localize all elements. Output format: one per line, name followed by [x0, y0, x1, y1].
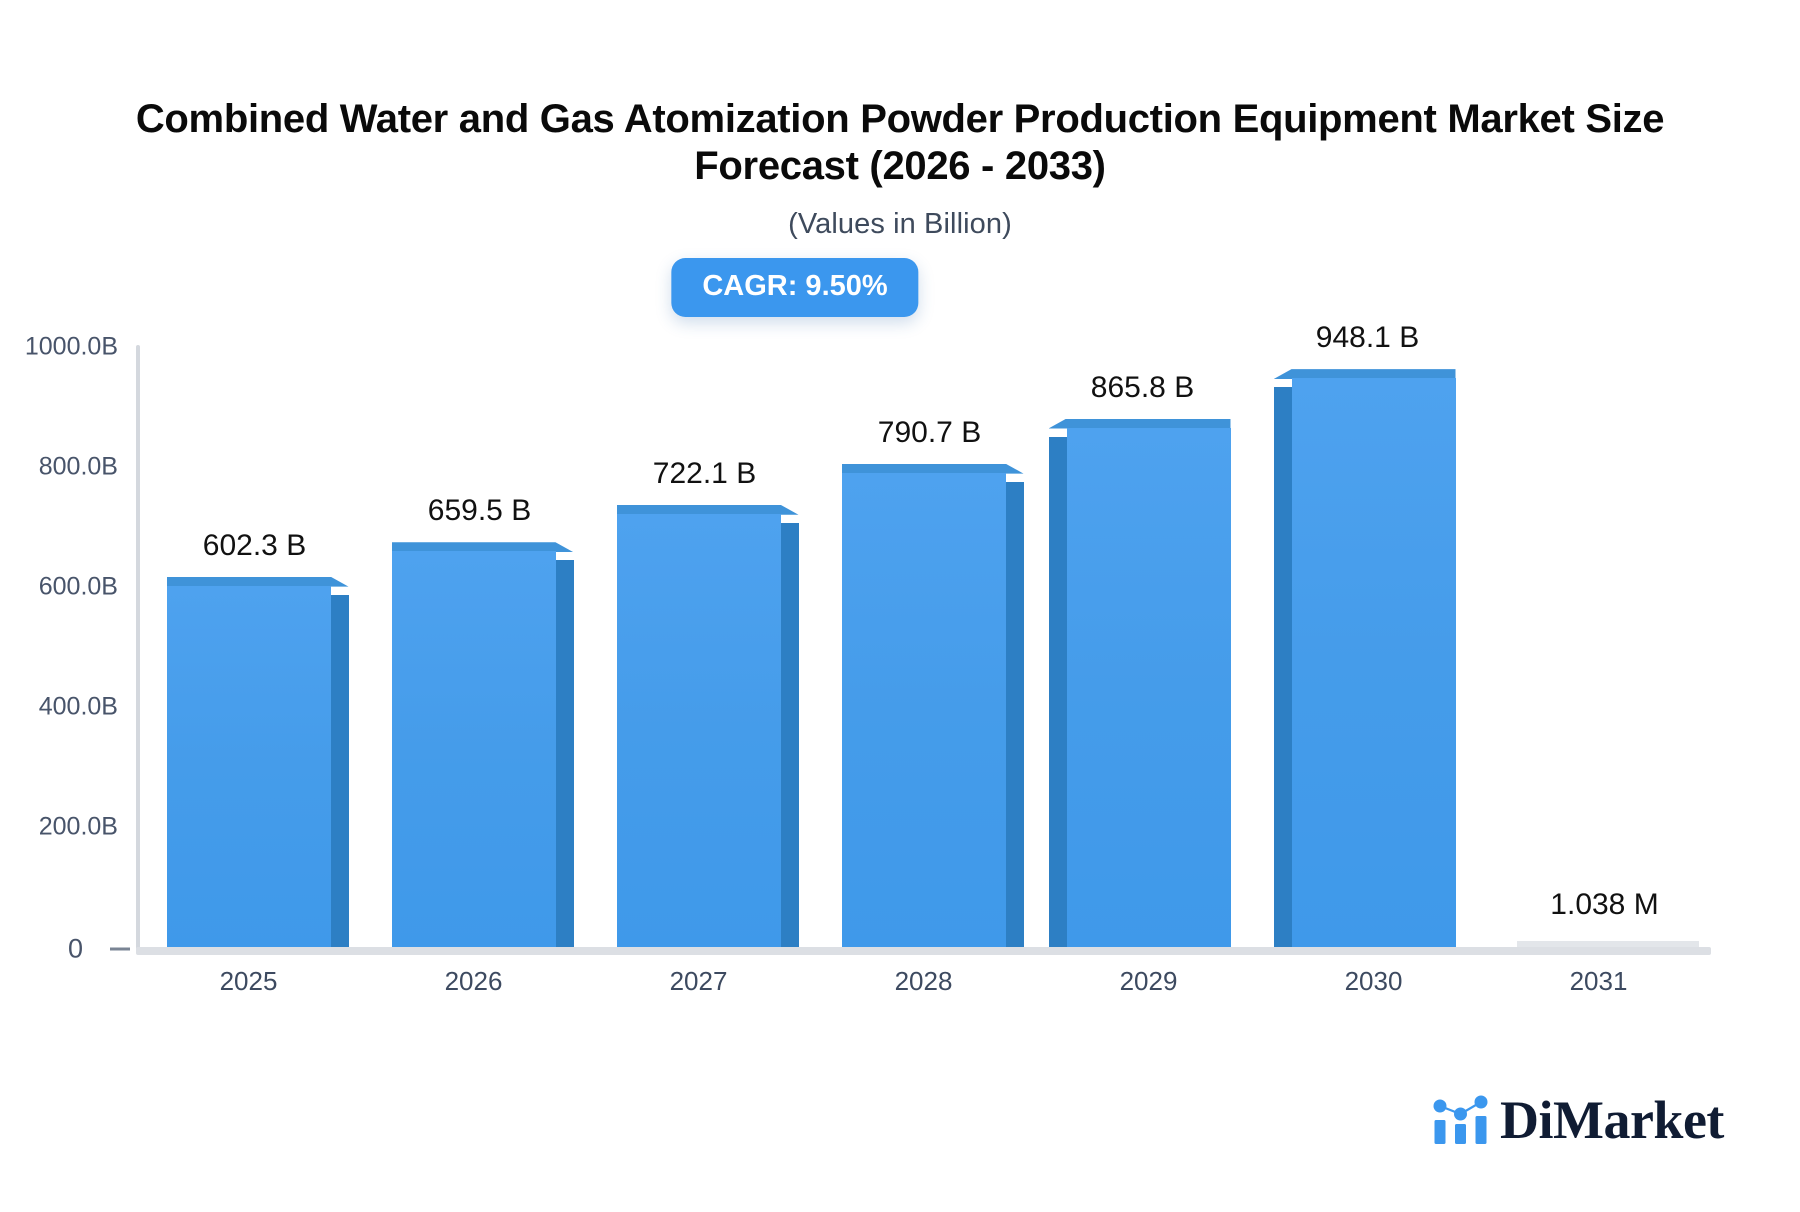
bar[interactable]: [1273, 369, 1456, 947]
bar-top-face: [392, 542, 574, 552]
bar-top-face: [167, 577, 349, 587]
bar-top-face: [842, 464, 1024, 474]
bar-top-face: [1048, 418, 1231, 429]
bar-top-face: [1273, 369, 1456, 380]
bar-value-label: 790.7 B: [877, 415, 982, 449]
y-axis-line: [136, 345, 140, 950]
y-axis-tick-label: 800.0B: [38, 452, 118, 481]
bar-front-face: [166, 585, 331, 947]
bar-side-face: [330, 594, 349, 947]
y-axis-tick-label: 600.0B: [38, 572, 118, 601]
y-axis-tick-label: 200.0B: [38, 812, 118, 841]
x-axis-tick-label: 2027: [669, 966, 728, 996]
bar[interactable]: [1516, 941, 1699, 947]
bar-value-label: 948.1 B: [1315, 321, 1420, 355]
bar[interactable]: [841, 472, 1024, 947]
x-axis-tick-label: 2029: [1119, 966, 1178, 996]
bar-side-face: [780, 522, 799, 947]
y-axis-tick-label: 400.0B: [38, 692, 118, 721]
bar-value-label: 1.038 M: [1550, 888, 1659, 921]
x-axis-tick-label: 2026: [444, 966, 503, 996]
bar-value-label: 865.8 B: [1090, 370, 1195, 404]
bar-chart-icon: [1433, 1095, 1488, 1144]
bar-value-label: 659.5 B: [427, 494, 532, 528]
bar-value-label: 602.3 B: [202, 528, 307, 562]
bar-side-face: [1005, 481, 1024, 947]
bar-front-face: [1291, 378, 1456, 947]
bar[interactable]: [616, 513, 799, 947]
bar-value-label: 722.1 B: [652, 456, 757, 490]
bar-front-face: [616, 513, 781, 947]
bar-side-face: [1273, 387, 1292, 947]
bar[interactable]: [1048, 418, 1231, 947]
bar-side-face: [555, 560, 574, 947]
bar-top-face: [617, 505, 799, 515]
bar-front-face: [841, 472, 1006, 947]
chart-subtitle: (Values in Billion): [788, 208, 1012, 241]
cagr-badge: CAGR: 9.50%: [671, 258, 919, 317]
x-axis-tick-label: 2025: [219, 966, 278, 996]
bar-front-face: [391, 551, 556, 947]
x-axis-tick-label: 2028: [894, 966, 953, 996]
zero-tick-mark: [110, 947, 130, 951]
y-axis-tick-label: 1000.0B: [24, 332, 118, 361]
bar-front-face: [1066, 427, 1231, 947]
chart-header: Combined Water and Gas Atomization Powde…: [0, 96, 1800, 241]
bar-side-face: [1048, 436, 1067, 947]
logo-text: DiMarket: [1500, 1090, 1724, 1150]
dimarket-logo: DiMarket: [1432, 1093, 1724, 1147]
x-axis-line: [136, 947, 1711, 955]
bar[interactable]: [166, 585, 349, 947]
bar[interactable]: [391, 551, 574, 947]
page-title: Combined Water and Gas Atomization Powde…: [135, 97, 1665, 189]
x-axis-tick-label: 2031: [1569, 966, 1628, 996]
x-axis-tick-label: 2030: [1344, 966, 1403, 996]
y-axis-tick-label: 0: [68, 933, 84, 964]
